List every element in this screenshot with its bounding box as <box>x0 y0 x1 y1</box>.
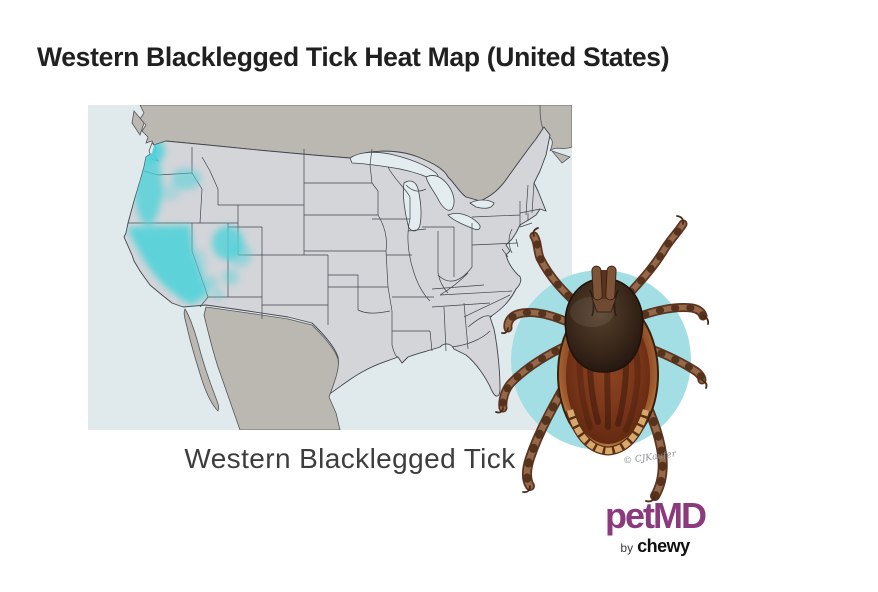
artist-signature: © CJKaufer <box>623 449 678 466</box>
tick-head <box>591 265 617 313</box>
logo-by-text: by <box>620 541 634 555</box>
tick-illustration-svg: © CJKaufer <box>495 215 710 503</box>
us-heat-map <box>88 105 572 430</box>
heat-overlay <box>128 139 252 305</box>
map-caption: Western Blacklegged Tick <box>184 443 516 474</box>
chewy-wordmark: chewy <box>637 536 690 556</box>
page-title: Western Blacklegged Tick Heat Map (Unite… <box>37 42 670 72</box>
mexico-shape <box>183 306 341 430</box>
us-heat-map-svg <box>88 105 572 430</box>
petmd-logo: petMD by chewy <box>585 498 725 557</box>
petmd-wordmark: petMD <box>605 495 707 536</box>
tick-illustration: © CJKaufer <box>492 212 714 506</box>
